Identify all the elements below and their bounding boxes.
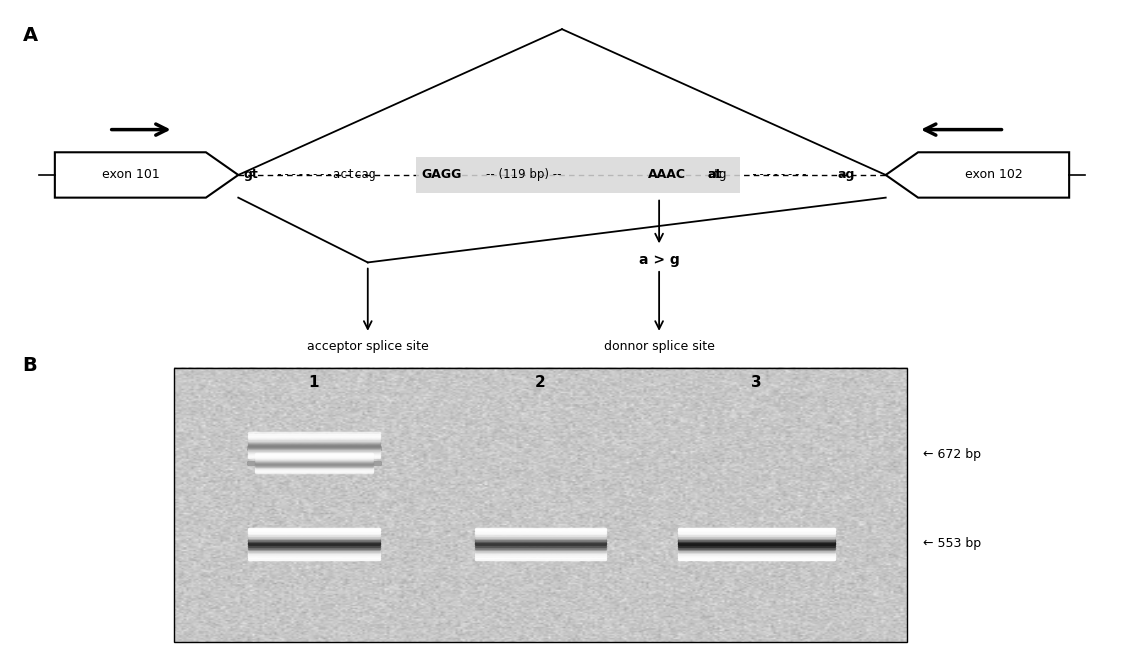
Text: ← 672 bp: ← 672 bp xyxy=(924,448,981,461)
Text: AAAC: AAAC xyxy=(649,168,687,181)
Text: gt: gt xyxy=(244,168,259,181)
Text: -- (119 bp) --: -- (119 bp) -- xyxy=(487,168,562,181)
Polygon shape xyxy=(55,152,238,198)
Bar xyxy=(173,368,907,642)
Text: 3: 3 xyxy=(751,375,762,390)
Text: donnor splice site: donnor splice site xyxy=(604,340,715,353)
Text: acceptor splice site: acceptor splice site xyxy=(307,340,428,353)
Text: exon 101: exon 101 xyxy=(101,168,160,181)
Text: 1: 1 xyxy=(309,375,319,390)
FancyBboxPatch shape xyxy=(416,157,740,193)
Text: atg: atg xyxy=(708,168,727,181)
Text: a > g: a > g xyxy=(638,253,680,267)
Text: at: at xyxy=(708,168,722,181)
Polygon shape xyxy=(886,152,1069,198)
Text: ← 553 bp: ← 553 bp xyxy=(924,537,981,550)
Text: 2: 2 xyxy=(535,375,546,390)
Text: --------actcag: --------actcag xyxy=(277,168,375,181)
Text: --------: -------- xyxy=(751,168,808,181)
Text: GAGG: GAGG xyxy=(422,168,462,181)
Text: A: A xyxy=(22,26,37,45)
Text: exon 102: exon 102 xyxy=(964,168,1023,181)
Text: ag: ag xyxy=(837,168,854,181)
Text: B: B xyxy=(22,356,37,375)
